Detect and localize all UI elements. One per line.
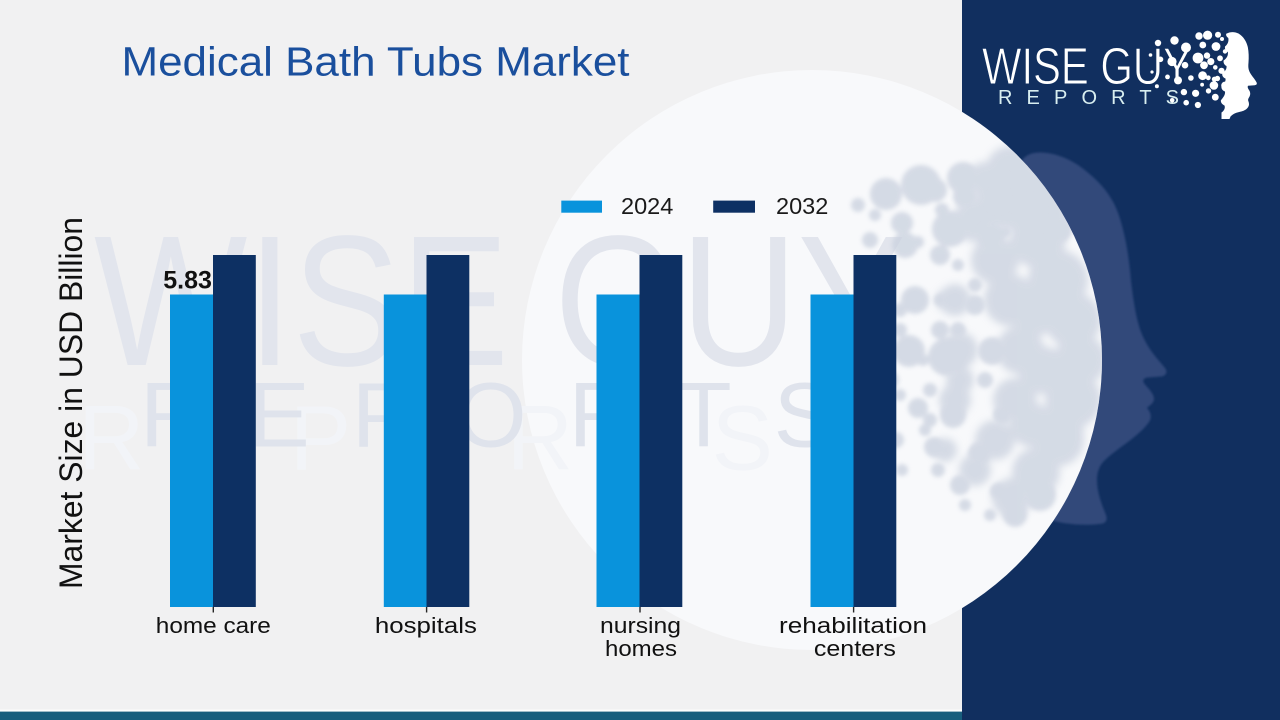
svg-text:centers: centers: [814, 636, 896, 661]
svg-text:hospitals: hospitals: [375, 613, 477, 638]
svg-text:2024: 2024: [621, 193, 673, 219]
svg-text:Medical Bath Tubs Market: Medical Bath Tubs Market: [122, 39, 630, 85]
svg-text:REPORTS: REPORTS: [140, 365, 835, 467]
svg-text:rehabilitation: rehabilitation: [779, 613, 927, 638]
svg-text:WISE GUY: WISE GUY: [982, 38, 1191, 96]
svg-text:5.83: 5.83: [163, 267, 212, 295]
svg-text:homes: homes: [605, 636, 677, 661]
svg-text:home care: home care: [156, 613, 271, 638]
svg-text:Market Size in USD Billion: Market Size in USD Billion: [53, 217, 89, 589]
svg-text:2032: 2032: [776, 193, 828, 219]
svg-text:nursing: nursing: [600, 613, 681, 638]
